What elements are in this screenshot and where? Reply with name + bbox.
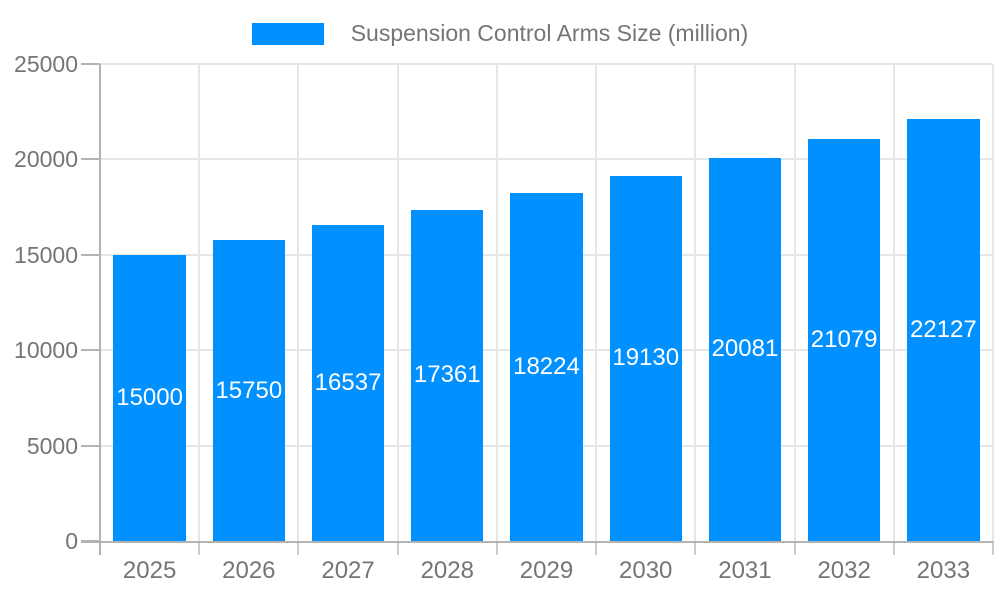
- bar-value-label: 15000: [116, 383, 183, 411]
- bar-2026[interactable]: [212, 240, 286, 541]
- x-tick-label: 2033: [916, 557, 971, 584]
- x-tick: [396, 541, 399, 555]
- bar-value-label: 22127: [910, 315, 977, 343]
- legend-label: Suspension Control Arms Size (million): [350, 20, 749, 46]
- x-gridline: [892, 64, 895, 541]
- y-tick-label: 0: [65, 528, 78, 554]
- bar-2030[interactable]: [609, 175, 682, 541]
- bar-value-label: 21079: [810, 325, 878, 353]
- x-tick: [198, 541, 201, 555]
- x-tick-label: 2028: [420, 557, 474, 584]
- bar-value-label: 20081: [711, 335, 779, 363]
- y-tick-label: 10000: [14, 337, 78, 364]
- y-tick-label: 25000: [14, 51, 78, 77]
- x-gridline: [992, 64, 994, 541]
- y-tick-label: 20000: [14, 146, 78, 173]
- y-tick: [81, 349, 100, 352]
- bar-2032[interactable]: [807, 138, 881, 541]
- bar-value-label: 19130: [612, 344, 680, 372]
- y-tick: [81, 253, 100, 256]
- x-tick: [694, 541, 697, 555]
- y-tick: [81, 444, 100, 447]
- bar-2033[interactable]: [907, 118, 980, 541]
- x-gridline: [495, 64, 498, 541]
- x-tick-label: 2030: [619, 557, 673, 584]
- x-tick-label: 2029: [519, 557, 574, 584]
- x-tick-label: 2031: [718, 557, 772, 584]
- y-tick-label: 5000: [26, 432, 78, 459]
- bar-2031[interactable]: [708, 157, 782, 541]
- x-tick-label: 2026: [222, 557, 276, 584]
- x-gridline: [297, 64, 300, 541]
- y-tick: [81, 63, 100, 65]
- x-tick-label: 2027: [321, 557, 375, 584]
- chart-legend[interactable]: Suspension Control Arms Size (million): [0, 20, 1000, 47]
- x-gridline: [694, 64, 697, 541]
- x-gridline: [198, 64, 201, 541]
- y-tick: [81, 158, 100, 161]
- bar-2025[interactable]: [113, 254, 186, 541]
- bar-value-label: 16537: [314, 369, 382, 397]
- x-gridline: [595, 64, 598, 541]
- x-tick: [495, 541, 498, 555]
- x-axis-line: [81, 541, 993, 543]
- bar-value-label: 18224: [513, 353, 580, 381]
- x-tick-label: 2025: [122, 557, 177, 584]
- legend-swatch: [251, 22, 324, 45]
- y-gridline: [100, 158, 993, 161]
- x-tick: [297, 541, 300, 555]
- bar-2029[interactable]: [510, 193, 583, 541]
- y-tick-label: 15000: [14, 241, 78, 268]
- x-gridline: [396, 64, 399, 541]
- bar-value-label: 17361: [413, 361, 481, 389]
- y-gridline: [100, 63, 993, 65]
- bar-2028[interactable]: [411, 209, 484, 541]
- x-gridline: [793, 64, 796, 541]
- bar-value-label: 15750: [215, 376, 283, 404]
- x-tick: [595, 541, 598, 555]
- x-tick: [892, 541, 895, 555]
- bar-2027[interactable]: [311, 225, 385, 541]
- y-axis-line: [99, 64, 101, 555]
- x-tick: [992, 541, 994, 555]
- x-tick-label: 2032: [817, 557, 871, 584]
- x-tick: [793, 541, 796, 555]
